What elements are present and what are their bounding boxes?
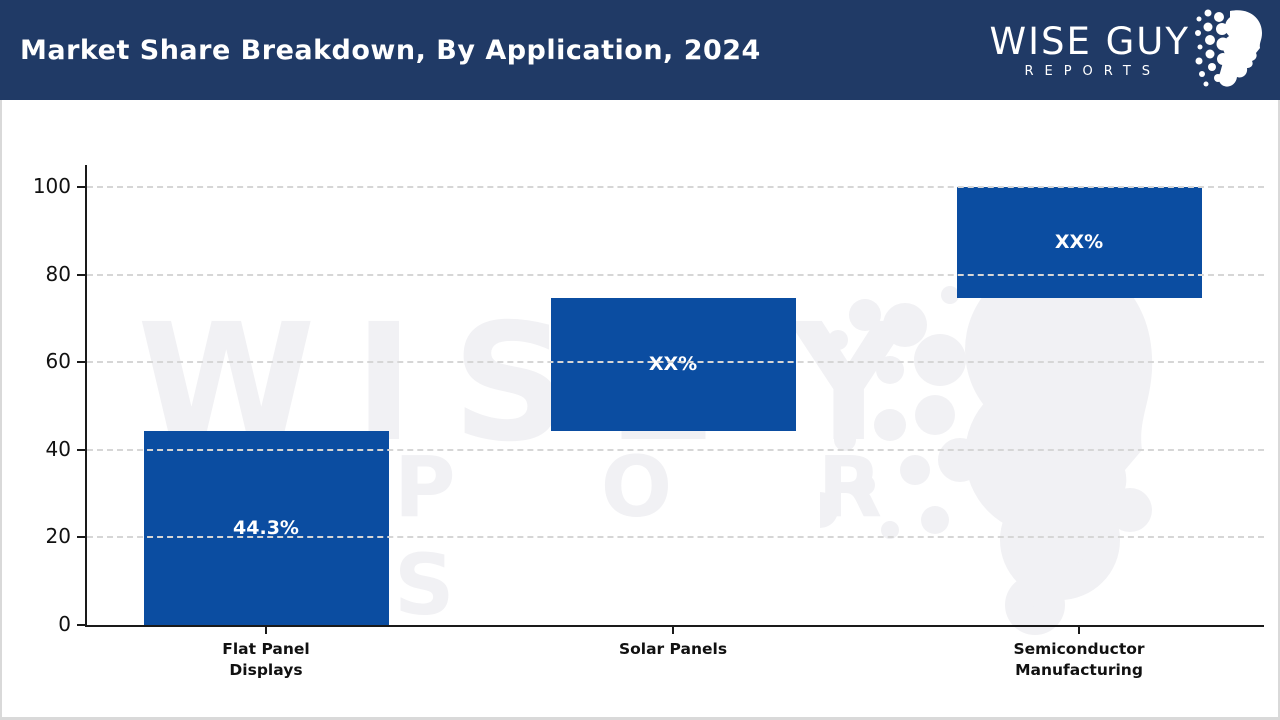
y-tickmark-80 bbox=[77, 273, 85, 276]
y-tickmark-100 bbox=[77, 186, 85, 188]
x-category-label-line: Manufacturing bbox=[1015, 661, 1143, 679]
gridline-20 bbox=[87, 536, 1264, 539]
x-tickmark-2 bbox=[672, 627, 674, 634]
gridline-60 bbox=[87, 361, 1264, 364]
gridline-40 bbox=[87, 448, 1264, 451]
x-tickmark-1 bbox=[265, 627, 267, 634]
bar-value-label: XX% bbox=[648, 353, 698, 376]
y-tick-label-20: 20 bbox=[45, 524, 71, 549]
y-axis bbox=[85, 165, 87, 627]
logo-head-icon bbox=[1195, 9, 1262, 87]
logo-text: WISE GUY REPORTS bbox=[989, 19, 1190, 79]
y-tick-label-100: 100 bbox=[32, 174, 71, 198]
x-category-label-1: Flat Panel Displays bbox=[136, 639, 396, 681]
y-tickmark-0 bbox=[77, 624, 85, 626]
x-category-label-3: Semiconductor Manufacturing bbox=[949, 639, 1209, 681]
x-category-label-2: Solar Panels bbox=[543, 639, 803, 660]
y-tickmark-60 bbox=[77, 361, 85, 364]
bar-3: XX% bbox=[956, 187, 1202, 298]
y-tick-label-60: 60 bbox=[45, 349, 71, 374]
watermark-head-icon bbox=[820, 255, 1153, 635]
logo-wordmark: WISE GUY bbox=[989, 19, 1190, 63]
x-category-label-line: Semiconductor bbox=[1013, 640, 1145, 658]
y-tickmark-40 bbox=[77, 448, 85, 451]
x-category-label-line: Flat Panel bbox=[222, 640, 310, 658]
bar-value-label: 44.3% bbox=[233, 516, 299, 539]
wise-guy-reports-logo: WISE GUY REPORTS bbox=[990, 7, 1266, 93]
bar-2: XX% bbox=[550, 297, 796, 431]
x-category-label-line: Displays bbox=[229, 661, 303, 679]
y-tick-label-0: 0 bbox=[58, 612, 71, 636]
x-tickmark-3 bbox=[1078, 627, 1080, 634]
bar-1: 44.3% bbox=[143, 430, 389, 625]
x-axis bbox=[85, 625, 1264, 627]
y-tickmark-20 bbox=[77, 536, 85, 539]
header-banner: Market Share Breakdown, By Application, … bbox=[0, 0, 1280, 100]
logo-subtitle: REPORTS bbox=[1024, 63, 1162, 79]
chart-canvas: WISE Y P O R T S 44.3%XX%XX%020406080100… bbox=[2, 100, 1278, 717]
gridline-80 bbox=[87, 273, 1264, 276]
chart-title: Market Share Breakdown, By Application, … bbox=[20, 34, 761, 66]
y-tick-label-80: 80 bbox=[45, 261, 71, 286]
x-category-label-line: Solar Panels bbox=[618, 640, 728, 658]
y-tick-label-40: 40 bbox=[45, 436, 71, 461]
gridline-100 bbox=[87, 186, 1264, 188]
bar-value-label: XX% bbox=[1054, 231, 1104, 254]
